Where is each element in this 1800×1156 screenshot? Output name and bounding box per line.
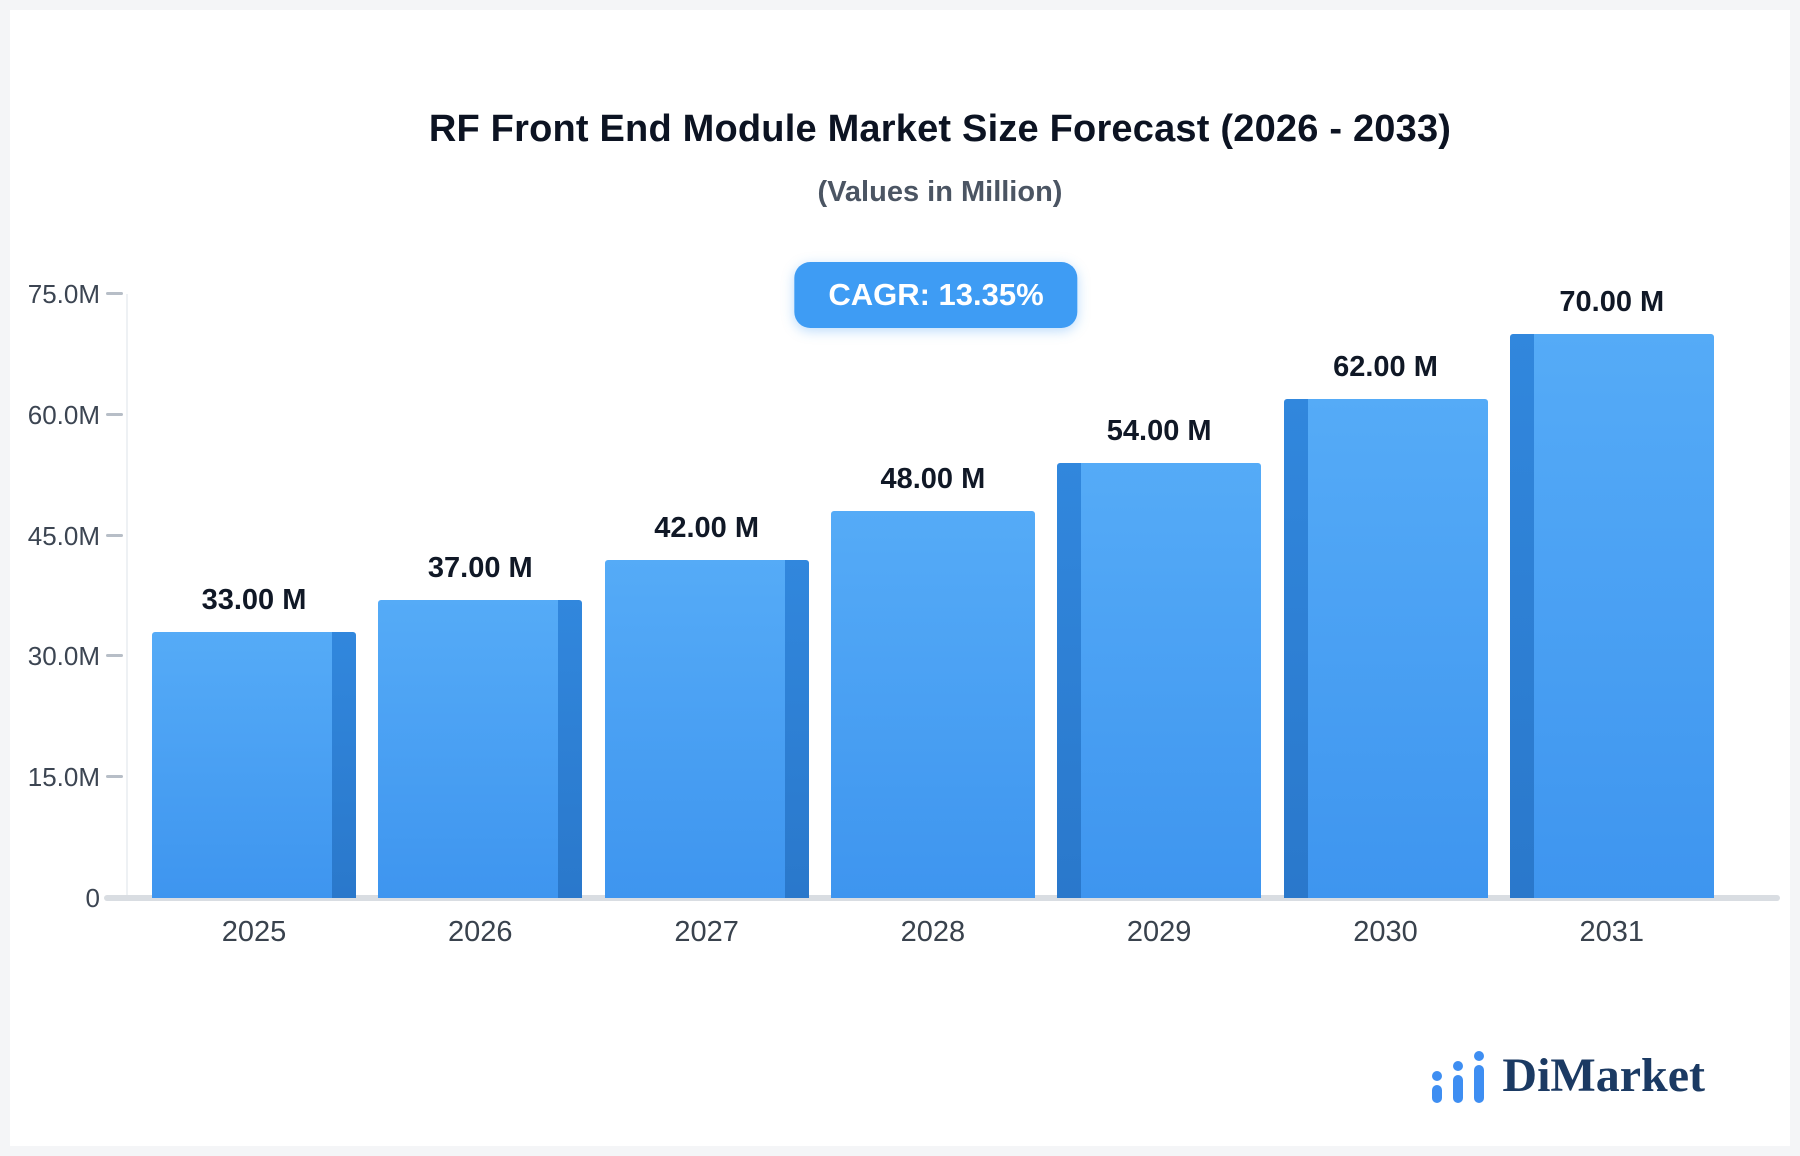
bar-value-label: 48.00 M — [880, 463, 986, 495]
bar-side-shade — [1283, 399, 1308, 898]
y-tick-mark — [106, 292, 123, 295]
bar-face — [1081, 463, 1262, 898]
bar-face — [604, 560, 785, 898]
bar-face — [830, 511, 1035, 898]
bar-side-shade — [784, 560, 809, 898]
y-tick-mark — [106, 412, 123, 416]
bar-2025 — [152, 632, 356, 898]
x-axis-label: 2030 — [1353, 916, 1418, 948]
bar-value-label: 33.00 M — [201, 584, 307, 616]
y-axis-line — [126, 294, 128, 898]
x-axis-baseline — [104, 895, 1780, 901]
y-tick-mark — [106, 533, 123, 537]
y-tick-label: 30.0M — [27, 641, 100, 672]
bar-side-shade — [1509, 334, 1534, 898]
bar-face — [378, 600, 559, 898]
bar-2028 — [830, 511, 1035, 898]
bar-value-label: 54.00 M — [1106, 415, 1212, 447]
chart-title: RF Front End Module Market Size Forecast… — [428, 108, 1452, 150]
bar-2026 — [378, 600, 583, 898]
bar-2030 — [1283, 399, 1488, 898]
bar-face — [152, 632, 332, 898]
y-tick-label: 75.0M — [27, 279, 100, 309]
bar-value-label: 37.00 M — [427, 552, 533, 584]
x-axis-label: 2029 — [1126, 916, 1192, 948]
bar-chart-logo-icon — [1430, 1049, 1488, 1103]
bar-value-label: 70.00 M — [1559, 286, 1665, 318]
y-tick-mark — [106, 654, 123, 658]
y-tick-mark — [106, 775, 123, 779]
y-tick-label: 15.0M — [27, 762, 100, 793]
brand-name: DiMarket — [1502, 1049, 1705, 1102]
bar-2031 — [1509, 334, 1714, 898]
cagr-badge: CAGR: 13.35% — [794, 262, 1078, 328]
bar-side-shade — [332, 632, 356, 898]
x-axis-label: 2026 — [448, 916, 513, 948]
bar-face — [1307, 399, 1488, 898]
bar-value-label: 42.00 M — [654, 512, 759, 544]
chart-subtitle: (Values in Million) — [817, 176, 1063, 208]
y-tick-label: 45.0M — [27, 520, 100, 551]
bar-2027 — [604, 560, 809, 898]
x-axis-label: 2028 — [900, 916, 966, 948]
bar-side-shade — [558, 600, 583, 898]
x-axis-label: 2025 — [221, 916, 287, 948]
bar-value-label: 62.00 M — [1333, 351, 1438, 383]
y-tick-label: 60.0M — [27, 399, 100, 430]
y-tick-label: 0 — [85, 883, 100, 913]
bar-2029 — [1057, 463, 1262, 898]
x-axis-label: 2031 — [1579, 916, 1645, 948]
bar-side-shade — [1057, 463, 1082, 898]
brand-logo: DiMarket — [1430, 1048, 1705, 1104]
x-axis-label: 2027 — [674, 916, 739, 948]
bar-face — [1533, 334, 1714, 898]
